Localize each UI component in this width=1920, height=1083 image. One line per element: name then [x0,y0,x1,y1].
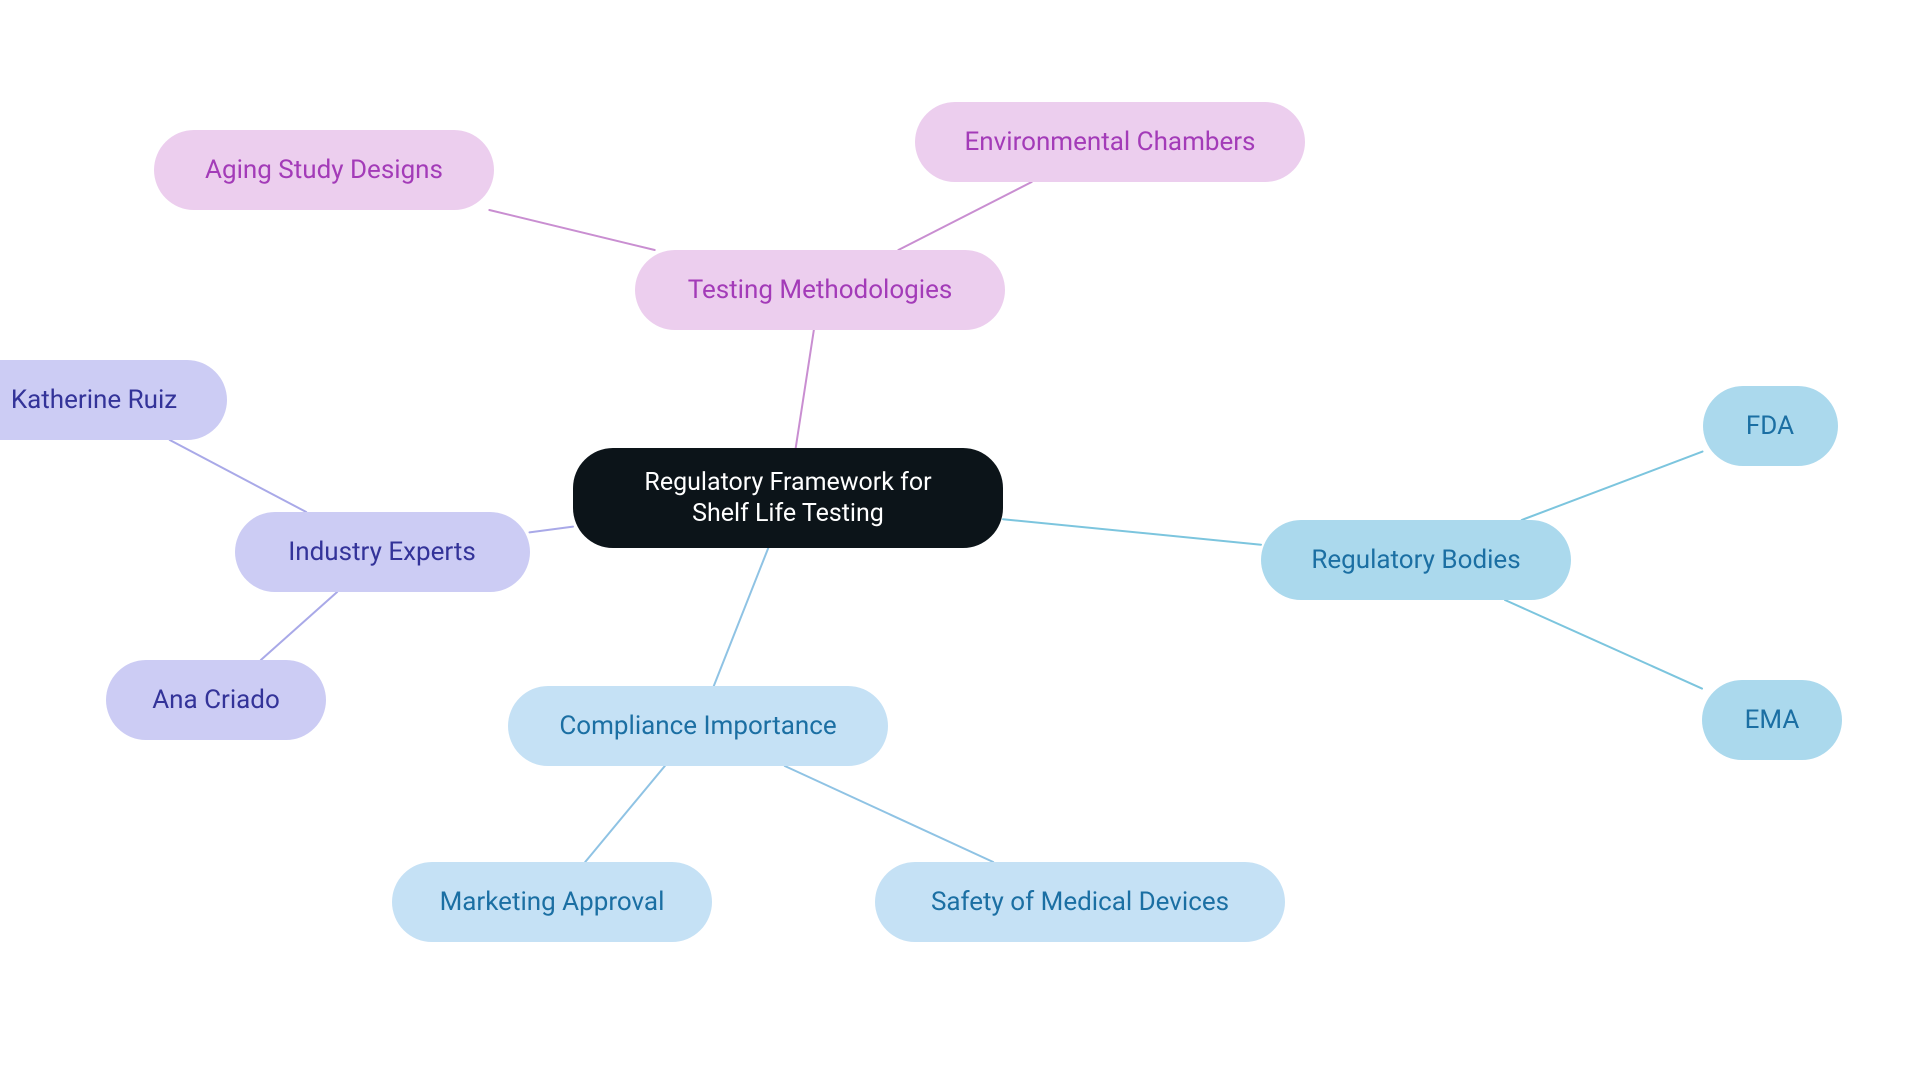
node-experts: Industry Experts [235,512,530,592]
edge-root-compliance [714,548,768,686]
node-fda: FDA [1703,386,1838,466]
edge-root-experts [530,527,574,533]
edge-compliance-safety [785,766,993,862]
node-safety: Safety of Medical Devices [875,862,1285,942]
node-env: Environmental Chambers [915,102,1305,182]
edge-root-regbodies [1003,519,1261,544]
edge-experts-katherine [170,440,306,512]
node-ema: EMA [1702,680,1842,760]
node-ana: Ana Criado [106,660,326,740]
node-compliance: Compliance Importance [508,686,888,766]
node-root: Regulatory Framework for Shelf Life Test… [573,448,1003,548]
edge-compliance-marketing [585,766,665,862]
edge-testing-env [898,182,1031,250]
edge-experts-ana [261,592,337,660]
node-marketing: Marketing Approval [392,862,712,942]
node-regbodies: Regulatory Bodies [1261,520,1571,600]
node-katherine: Katherine Ruiz [0,360,227,440]
edge-regbodies-ema [1505,600,1702,689]
edge-regbodies-fda [1522,452,1703,520]
node-aging: Aging Study Designs [154,130,494,210]
edge-testing-aging [489,210,654,250]
mindmap-canvas: Regulatory Framework for Shelf Life Test… [0,0,1920,1083]
node-testing: Testing Methodologies [635,250,1005,330]
edge-root-testing [796,330,814,448]
